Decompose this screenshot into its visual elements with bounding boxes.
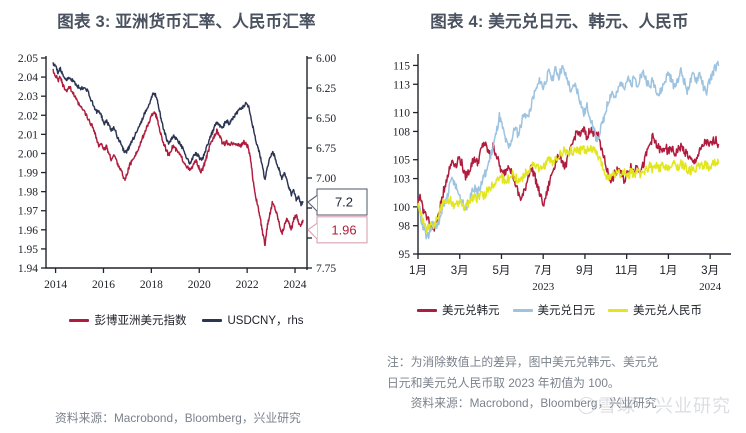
chart4-note-line1: 注：为消除数值上的差异，图中美元兑韩元、美元兑: [387, 355, 659, 369]
svg-text:2023: 2023: [532, 281, 555, 293]
legend-label-usdcny: USDCNY，rhs: [227, 315, 304, 327]
chart4-panel: 图表 4: 美元兑日元、韩元、人民币 115 113 110 108 105 103 100…: [373, 0, 746, 433]
svg-text:2014: 2014: [44, 279, 67, 291]
svg-text:2.05: 2.05: [18, 53, 38, 65]
svg-text:2020: 2020: [188, 279, 211, 291]
svg-text:9月: 9月: [576, 265, 594, 277]
svg-text:2.01: 2.01: [18, 129, 38, 141]
chart3-source: 资料来源：Macrobond，Bloomberg，兴业研究: [55, 411, 301, 425]
chart4-note: 注：为消除数值上的差异，图中美元兑韩元、美元兑 日元和美元兑人民币取 2023 …: [387, 352, 739, 414]
svg-text:103: 103: [393, 174, 411, 186]
svg-text:113: 113: [393, 79, 410, 91]
svg-text:7月: 7月: [534, 265, 552, 277]
chart3-title: 图表 3: 亚洲货币汇率、人民币汇率: [57, 13, 316, 31]
svg-text:105: 105: [393, 155, 411, 167]
legend-swatch-usdcny: [202, 318, 223, 322]
legend-swatch-usdcny2: [608, 308, 628, 312]
svg-text:115: 115: [393, 60, 410, 72]
svg-text:2022: 2022: [236, 279, 259, 291]
svg-text:3月: 3月: [701, 265, 719, 277]
legend-label-usdkrw: 美元兑韩元: [442, 305, 500, 317]
legend-label-adxy: 彭博亚洲美元指数: [94, 315, 187, 327]
legend-swatch-usdkrw: [417, 308, 437, 312]
svg-text:1.98: 1.98: [18, 187, 38, 199]
svg-text:5月: 5月: [493, 265, 511, 277]
svg-text:2024: 2024: [699, 281, 722, 293]
chart4-title: 图表 4: 美元兑日元、韩元、人民币: [430, 13, 689, 31]
svg-text:2018: 2018: [140, 279, 163, 291]
legend-item-usdjpy: 美元兑日元: [512, 302, 596, 318]
chart3-panel: 图表 3: 亚洲货币汇率、人民币汇率 2.05 2.04 2.03 2.02 2.01 2…: [0, 13, 373, 425]
svg-text:2.02: 2.02: [18, 110, 38, 122]
svg-text:11月: 11月: [615, 265, 638, 277]
svg-text:6.25: 6.25: [316, 83, 336, 95]
svg-text:7.00: 7.00: [316, 173, 336, 185]
svg-text:1.96: 1.96: [18, 225, 38, 237]
legend-item-usdcny: 美元兑人民币: [608, 302, 702, 318]
svg-text:1.97: 1.97: [18, 206, 38, 218]
chart3-plot-area: 2.05 2.04 2.03 2.02 2.01 2.00 1.99 1.98 1.97 1.96…: [0, 44, 373, 314]
legend-swatch-usdjpy: [512, 308, 533, 312]
svg-text:6.75: 6.75: [316, 143, 336, 155]
svg-text:2016: 2016: [92, 279, 115, 291]
svg-text:6.50: 6.50: [316, 113, 336, 125]
svg-text:2.04: 2.04: [18, 72, 38, 84]
svg-text:3月: 3月: [451, 265, 469, 277]
chart4-legend: 美元兑韩元 美元兑日元 美元兑人民币: [373, 302, 746, 318]
chart4-note-line2: 日元和美元兑人民币取 2023 年初值为 100。: [387, 375, 620, 390]
legend-item-adxy: 彭博亚洲美元指数: [69, 312, 186, 328]
svg-text:2024: 2024: [284, 279, 307, 291]
legend-label-usdjpy: 美元兑日元: [537, 305, 596, 317]
svg-text:98: 98: [399, 221, 411, 233]
legend-item-usdkrw: 美元兑韩元: [417, 302, 500, 318]
chart4-source: 资料来源：Macrobond，Bloomberg，兴业研究: [410, 396, 657, 411]
svg-text:95: 95: [399, 249, 411, 261]
legend-label-usdcny2: 美元兑人民币: [633, 305, 702, 317]
chart4-plot-area: 115 113 110 108 105 103 100 98 95 1月 3月 5月 7月 9月 11月 1月…: [373, 44, 746, 306]
chart3-legend: 彭博亚洲美元指数 USDCNY，rhs: [0, 312, 373, 328]
svg-text:2.03: 2.03: [18, 91, 38, 103]
chart3-svg: 2.05 2.04 2.03 2.02 2.01 2.00 1.99 1.98 1.97 1.96…: [18, 53, 368, 291]
svg-text:1.95: 1.95: [18, 244, 38, 256]
svg-text:1月: 1月: [409, 265, 427, 277]
svg-text:2.00: 2.00: [18, 148, 38, 160]
svg-text:1.94: 1.94: [18, 263, 38, 275]
svg-text:108: 108: [393, 126, 411, 138]
svg-text:1.96: 1.96: [331, 222, 356, 237]
svg-text:1.99: 1.99: [18, 168, 38, 180]
chart4-svg: 115 113 110 108 105 103 100 98 95 1月 3月 5月 7月 9月 11月 1月…: [393, 54, 731, 293]
svg-text:1月: 1月: [659, 265, 677, 277]
svg-text:7.75: 7.75: [316, 263, 336, 275]
svg-text:7.2: 7.2: [335, 195, 353, 210]
svg-text:110: 110: [393, 108, 410, 120]
legend-swatch-adxy: [69, 318, 90, 322]
svg-text:100: 100: [393, 202, 411, 214]
svg-text:6.00: 6.00: [316, 53, 336, 65]
legend-item-usdcny: USDCNY，rhs: [202, 312, 304, 328]
